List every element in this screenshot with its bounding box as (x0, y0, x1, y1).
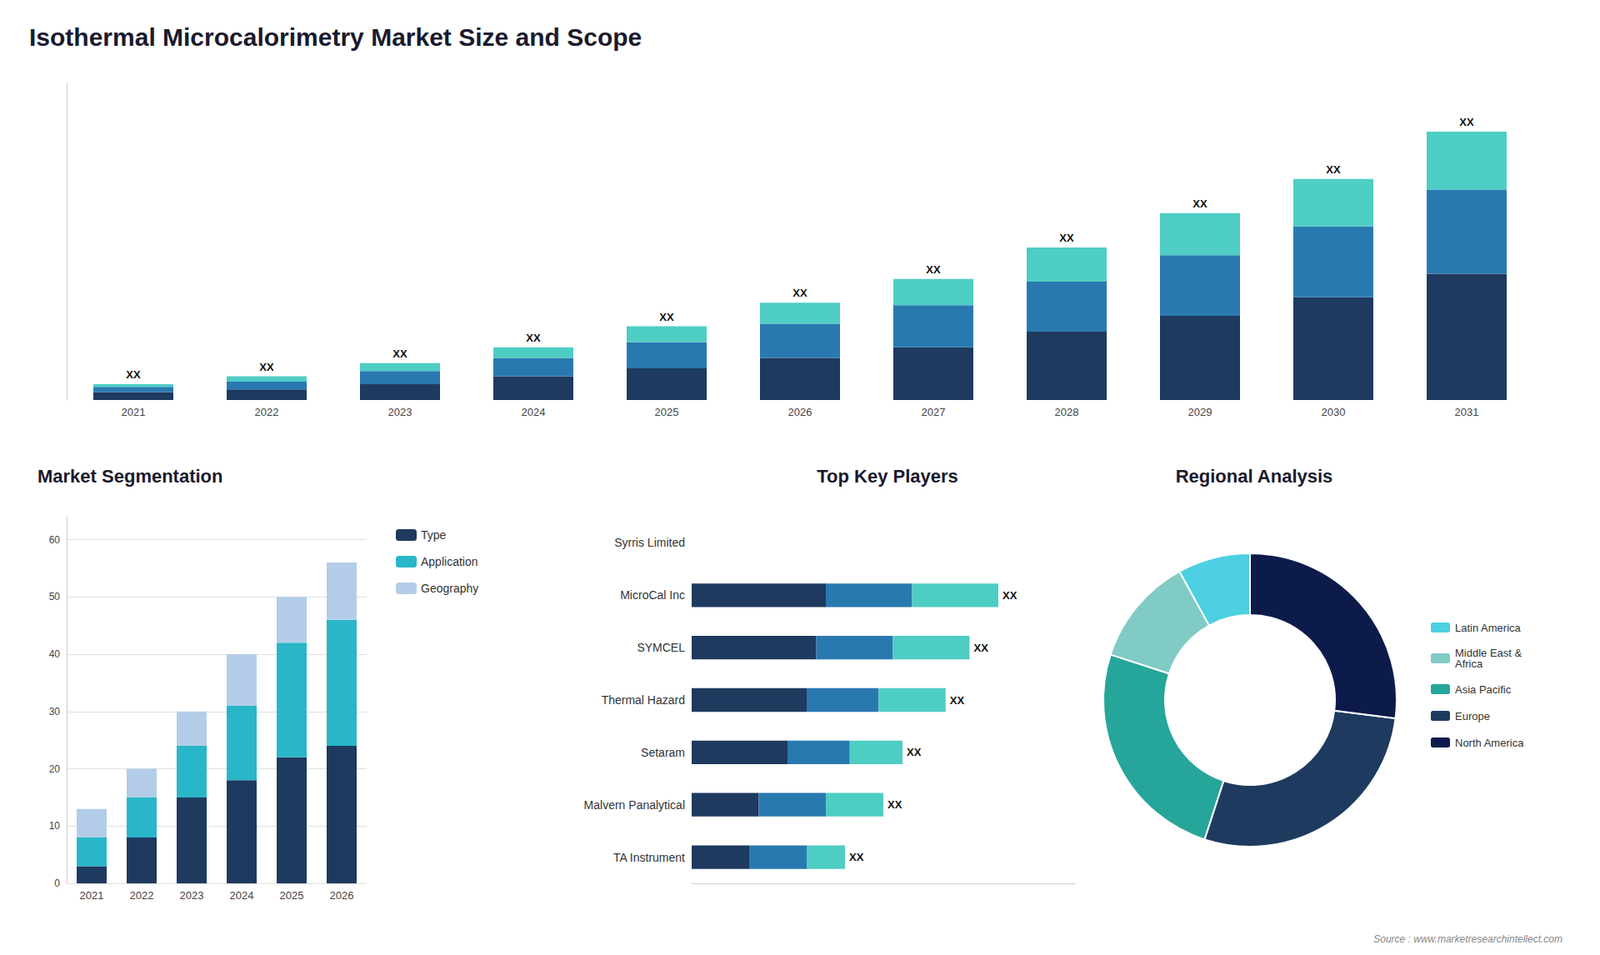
svg-text:2031: 2031 (1455, 405, 1480, 419)
svg-text:XX: XX (849, 850, 865, 864)
svg-text:XX: XX (1002, 589, 1018, 602)
svg-text:Europe: Europe (1455, 710, 1490, 723)
svg-text:2024: 2024 (230, 889, 255, 902)
svg-text:2023: 2023 (180, 889, 205, 902)
svg-text:XX: XX (259, 360, 275, 374)
svg-text:2029: 2029 (1188, 405, 1213, 419)
svg-text:60: 60 (49, 534, 61, 546)
svg-text:XX: XX (906, 745, 922, 759)
svg-text:XX: XX (974, 641, 990, 655)
svg-text:2030: 2030 (1321, 405, 1346, 419)
svg-text:Middle East &: Middle East & (1455, 646, 1522, 660)
svg-text:2022: 2022 (255, 405, 280, 419)
svg-text:Market Segmentation: Market Segmentation (37, 465, 224, 487)
svg-text:2026: 2026 (330, 889, 355, 902)
svg-text:2027: 2027 (921, 405, 946, 419)
svg-text:MicroCal Inc: MicroCal Inc (620, 588, 685, 602)
svg-text:North America: North America (1455, 736, 1525, 750)
svg-text:2028: 2028 (1055, 405, 1080, 419)
svg-text:2026: 2026 (788, 405, 813, 419)
svg-text:XX: XX (392, 347, 408, 360)
svg-text:XX: XX (792, 286, 808, 300)
svg-text:2025: 2025 (280, 889, 305, 902)
svg-text:XX: XX (1325, 163, 1341, 176)
svg-text:Syrris Limited: Syrris Limited (614, 535, 685, 550)
svg-text:Latin America: Latin America (1455, 621, 1522, 635)
svg-text:2021: 2021 (121, 405, 146, 419)
svg-text:Source : www.marketresearchint: Source : www.marketresearchintellect.com (1373, 933, 1563, 945)
svg-text:SYMCEL: SYMCEL (636, 640, 685, 655)
svg-text:XX: XX (525, 331, 541, 345)
svg-text:0: 0 (54, 877, 60, 890)
svg-text:Top Key Players: Top Key Players (816, 465, 959, 487)
svg-text:XX: XX (1192, 197, 1208, 210)
svg-text:Regional Analysis: Regional Analysis (1175, 465, 1334, 487)
svg-text:30: 30 (49, 705, 61, 718)
svg-text:TA Instrument: TA Instrument (613, 850, 685, 865)
svg-text:10: 10 (49, 820, 61, 832)
svg-text:2022: 2022 (130, 889, 155, 902)
svg-text:XX: XX (659, 310, 675, 324)
svg-text:Application: Application (420, 555, 479, 569)
svg-text:Thermal Hazard: Thermal Hazard (601, 693, 685, 707)
svg-text:Geography: Geography (420, 581, 479, 595)
svg-text:XX: XX (125, 368, 141, 381)
svg-text:2025: 2025 (655, 405, 680, 419)
svg-text:2023: 2023 (388, 405, 413, 419)
svg-text:50: 50 (49, 590, 61, 603)
svg-text:Asia Pacific: Asia Pacific (1455, 683, 1512, 696)
svg-text:Malvern Panalytical: Malvern Panalytical (584, 798, 685, 812)
svg-text:XX: XX (925, 263, 941, 276)
svg-text:Type: Type (420, 528, 447, 542)
svg-text:XX: XX (887, 798, 903, 811)
svg-text:40: 40 (49, 648, 61, 660)
svg-text:2024: 2024 (521, 405, 546, 419)
svg-text:Africa: Africa (1455, 657, 1484, 670)
svg-text:Isothermal Microcalorimetry Ma: Isothermal Microcalorimetry Market Size … (29, 23, 642, 51)
svg-text:20: 20 (49, 763, 61, 775)
svg-text:XX: XX (1059, 231, 1075, 245)
svg-text:Setaram: Setaram (640, 745, 685, 760)
svg-text:XX: XX (950, 694, 965, 707)
svg-text:2021: 2021 (80, 889, 105, 902)
svg-text:XX: XX (1459, 115, 1475, 129)
